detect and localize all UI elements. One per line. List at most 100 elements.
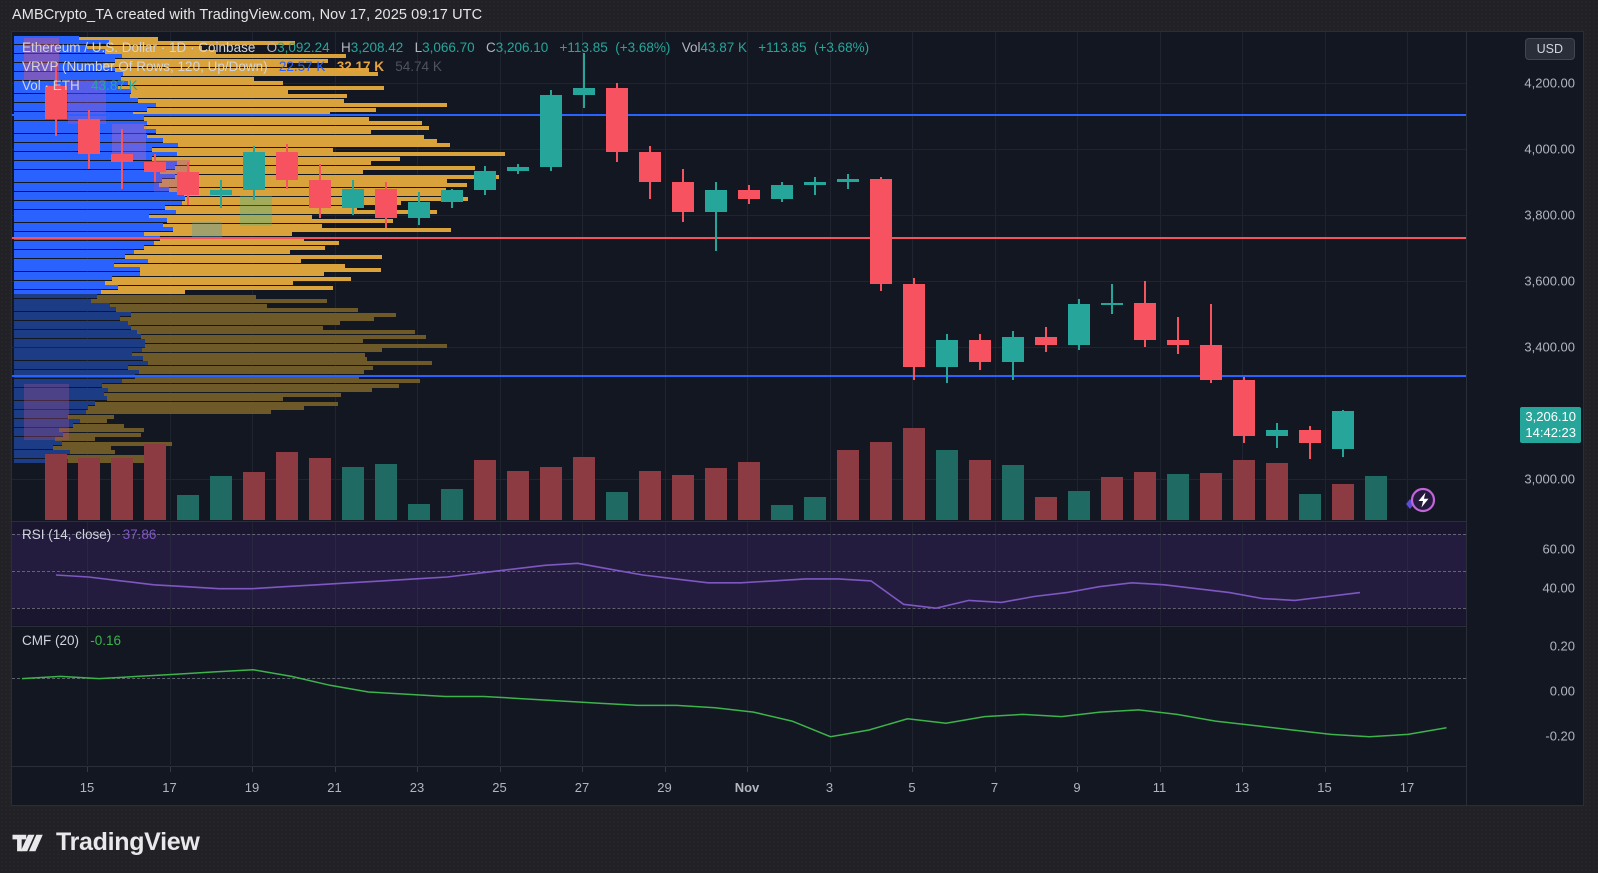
legend-c-value: 3,206.10	[495, 40, 549, 55]
volume-bar	[78, 458, 100, 520]
price-axis-tick: 3,000.00	[1524, 471, 1575, 487]
volume-profile-down-row	[151, 147, 333, 152]
volume-profile-down-row	[148, 361, 433, 366]
volume-profile-up-row	[14, 76, 122, 81]
volume-profile-down-row	[106, 397, 284, 402]
candle-body	[375, 188, 397, 219]
volume-profile-down-row	[140, 334, 427, 339]
volume-profile-down-row	[62, 432, 141, 437]
mid-level-line[interactable]	[12, 237, 1466, 239]
volume-profile-down-row	[68, 459, 149, 464]
time-axis[interactable]: 15 17 19 21 23 25 27 29 Nov 3 5 7 9 11 13 15 17	[12, 766, 1466, 805]
volume-profile-down-row	[124, 254, 383, 259]
legend-vol-change: +113.85	[758, 40, 807, 55]
volume-profile-down-row	[130, 325, 323, 330]
volume-profile-down-row	[102, 383, 399, 388]
volume-profile-up-row	[14, 196, 186, 201]
grid-line-vertical	[1159, 627, 1161, 765]
volume-profile-down-row	[108, 388, 373, 393]
legend-h-value: 3,208.42	[350, 40, 404, 55]
volume-profile-down-row	[143, 232, 292, 237]
legend-vol-value: 43.87 K	[700, 40, 748, 55]
grid-line-vertical	[417, 627, 418, 765]
volume-bar	[441, 489, 463, 520]
volume-profile-up-row	[14, 205, 166, 210]
volume-profile-down-row	[121, 76, 255, 81]
volume-profile-up-row	[14, 383, 103, 388]
volume-bar	[309, 458, 331, 520]
candle-body	[1068, 304, 1090, 346]
volume-bar	[771, 505, 793, 520]
volume-profile-up-row	[14, 423, 73, 428]
grid-line-vertical	[664, 32, 666, 520]
volume-profile-up-row	[14, 71, 123, 76]
volume-bar	[804, 497, 826, 520]
lightning-bolt-icon[interactable]	[1400, 479, 1440, 520]
candle-body	[639, 152, 661, 183]
candle-body	[573, 88, 595, 95]
volume-profile-up-row	[14, 325, 131, 330]
volume-profile-up-row	[14, 267, 141, 272]
candle-wick	[1309, 426, 1311, 460]
volume-bar	[342, 467, 364, 520]
volume-bar	[969, 460, 991, 520]
volume-profile-up-row	[14, 356, 143, 361]
rsi-path	[55, 562, 1361, 610]
volume-profile-up-row	[14, 343, 145, 348]
grid-line-horizontal	[12, 281, 1466, 283]
support-line-lower[interactable]	[12, 375, 1466, 377]
volume-profile-up-row	[14, 254, 125, 259]
time-axis-tick: 15	[79, 780, 95, 795]
current-price-value: 3,206.10	[1525, 409, 1576, 424]
volume-profile-up-row	[14, 67, 116, 72]
cmf-path	[21, 668, 1447, 738]
volume-profile-up-row	[14, 369, 140, 374]
grid-line-vertical	[582, 32, 583, 520]
volume-profile-up-row	[14, 214, 150, 218]
grid-line-vertical	[747, 522, 748, 625]
volume-profile-up-row	[14, 93, 130, 98]
volume-profile-down-row	[114, 58, 328, 63]
currency-button[interactable]: USD	[1524, 38, 1575, 60]
rsi-pane[interactable]: RSI (14, close) 37.86	[12, 521, 1466, 625]
volume-profile-down-row	[130, 312, 397, 317]
grid-line-vertical	[829, 627, 831, 765]
volume-profile-up-row	[14, 418, 80, 423]
grid-line-vertical	[87, 627, 88, 765]
candle-body	[1035, 337, 1057, 346]
volume-bar	[705, 468, 727, 520]
grid-line-vertical	[499, 627, 501, 765]
volume-profile-down-row	[120, 316, 374, 321]
volume-profile-down-row	[155, 103, 448, 108]
volume-profile-up-row	[14, 191, 184, 196]
price-axis[interactable]: USD 4,200.00 4,000.00 3,800.00 3,600.00 3,40…	[1466, 32, 1583, 805]
volume-profile-up-row	[14, 222, 163, 227]
volume-profile-down-row	[122, 379, 420, 384]
volume-profile-up-row	[14, 436, 56, 441]
volume-bar	[1365, 476, 1387, 520]
volume-profile-down-row	[132, 352, 366, 357]
grid-line-vertical	[664, 627, 666, 765]
volume-profile-up-row	[14, 40, 110, 45]
price-pane[interactable]: Ethereum / U.S. Dollar · 1D · Coinbase O…	[12, 32, 1466, 520]
time-axis-tick: 23	[409, 780, 425, 795]
cmf-pane[interactable]: CMF (20) -0.16	[12, 626, 1466, 765]
volume-profile-down-row	[103, 63, 288, 68]
countdown-value: 14:42:23	[1525, 425, 1576, 440]
rsi-oversold-line	[12, 608, 1466, 609]
volume-profile-down-row	[147, 259, 302, 264]
time-tick-mark	[747, 767, 748, 772]
volume-profile-down-row	[165, 205, 357, 210]
volume-profile-down-row	[112, 276, 351, 281]
volume-profile-down-row	[139, 272, 325, 277]
volume-profile-down-row	[101, 290, 186, 295]
rsi-middle-line	[12, 571, 1466, 572]
volume-profile-up-row	[14, 36, 79, 40]
volume-profile-down-row	[182, 201, 402, 206]
volume-profile-highlight	[68, 80, 106, 124]
volume-profile-up-row	[14, 400, 95, 405]
volume-profile-down-row	[176, 210, 438, 215]
resistance-line-upper[interactable]	[12, 114, 1466, 116]
volume-profile-up-row	[14, 307, 117, 312]
grid-line-vertical	[499, 32, 501, 520]
